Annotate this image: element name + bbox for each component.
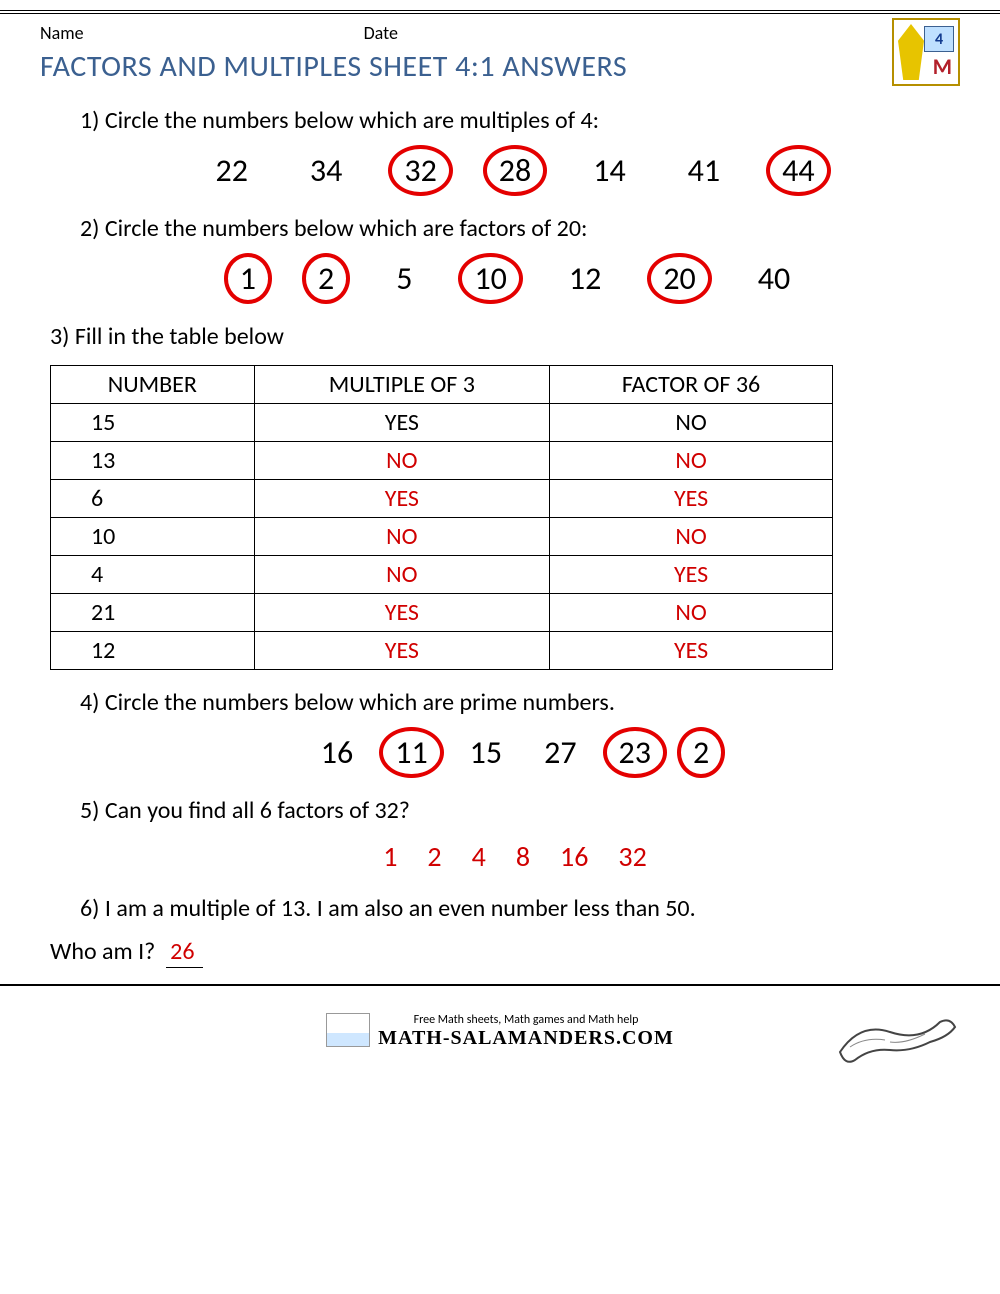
cell-factor36: NO bbox=[550, 404, 833, 442]
footer: Free Math sheets, Math games and Math he… bbox=[0, 984, 1000, 1092]
cell-multiple3: NO bbox=[254, 442, 549, 480]
q6-who: Who am I? 26 bbox=[50, 937, 950, 966]
cell-factor36: NO bbox=[550, 518, 833, 556]
factor-answer: 2 bbox=[427, 839, 441, 874]
number-item: 16 bbox=[313, 731, 361, 774]
footer-tagline: Free Math sheets, Math games and Math he… bbox=[378, 1013, 674, 1027]
cell-multiple3: YES bbox=[254, 632, 549, 670]
number-item: 23 bbox=[611, 731, 659, 774]
number-item: 14 bbox=[585, 149, 633, 192]
cell-number: 21 bbox=[51, 594, 255, 632]
table-row: 12YESYES bbox=[51, 632, 833, 670]
cell-number: 15 bbox=[51, 404, 255, 442]
date-label: Date bbox=[364, 22, 398, 44]
number-item: 2 bbox=[685, 731, 717, 774]
cell-multiple3: YES bbox=[254, 404, 549, 442]
number-item: 20 bbox=[655, 257, 703, 300]
q3-prompt: 3) Fill in the table below bbox=[50, 322, 950, 351]
salamander-icon bbox=[830, 992, 960, 1072]
cell-number: 4 bbox=[51, 556, 255, 594]
number-item: 34 bbox=[302, 149, 350, 192]
number-item: 44 bbox=[774, 149, 822, 192]
table-row: 10NONO bbox=[51, 518, 833, 556]
cell-factor36: YES bbox=[550, 556, 833, 594]
table-header: NUMBER bbox=[51, 366, 255, 404]
cell-number: 10 bbox=[51, 518, 255, 556]
cell-multiple3: YES bbox=[254, 480, 549, 518]
q6-answer: 26 bbox=[166, 937, 202, 968]
number-item: 12 bbox=[561, 257, 609, 300]
page-title: FACTORS AND MULTIPLES SHEET 4:1 ANSWERS bbox=[40, 48, 892, 85]
q4-numbers: 16 11 15 27 23 2 bbox=[80, 731, 950, 774]
table-header: MULTIPLE OF 3 bbox=[254, 366, 549, 404]
grade-number: 4 bbox=[924, 26, 954, 52]
number-item: 5 bbox=[388, 257, 420, 300]
number-item: 27 bbox=[536, 731, 584, 774]
number-item: 1 bbox=[232, 257, 264, 300]
grade-badge-icon: 4 M bbox=[892, 18, 960, 86]
factor-answer: 16 bbox=[560, 839, 588, 874]
cell-factor36: YES bbox=[550, 632, 833, 670]
cell-factor36: NO bbox=[550, 594, 833, 632]
q1-numbers: 22 34 32 28 14 41 44 bbox=[80, 149, 950, 192]
cell-number: 13 bbox=[51, 442, 255, 480]
cell-multiple3: NO bbox=[254, 518, 549, 556]
cell-multiple3: NO bbox=[254, 556, 549, 594]
cell-number: 6 bbox=[51, 480, 255, 518]
name-label: Name bbox=[40, 22, 84, 44]
number-item: 41 bbox=[680, 149, 728, 192]
number-item: 40 bbox=[750, 257, 798, 300]
cell-factor36: NO bbox=[550, 442, 833, 480]
cell-multiple3: YES bbox=[254, 594, 549, 632]
q4-prompt: 4) Circle the numbers below which are pr… bbox=[80, 688, 950, 717]
factor-answer: 1 bbox=[383, 839, 397, 874]
number-item: 2 bbox=[310, 257, 342, 300]
table-row: 13NONO bbox=[51, 442, 833, 480]
header-labels: Name Date bbox=[0, 14, 1000, 48]
q6-prompt: 6) I am a multiple of 13. I am also an e… bbox=[80, 894, 950, 923]
cell-factor36: YES bbox=[550, 480, 833, 518]
number-item: 32 bbox=[396, 149, 444, 192]
footer-logo-icon bbox=[326, 1013, 370, 1047]
number-item: 11 bbox=[387, 731, 435, 774]
number-item: 28 bbox=[491, 149, 539, 192]
who-label: Who am I? bbox=[50, 937, 155, 966]
number-item: 10 bbox=[466, 257, 514, 300]
table-row: 4NOYES bbox=[51, 556, 833, 594]
factor-answer: 4 bbox=[472, 839, 486, 874]
number-item: 22 bbox=[207, 149, 255, 192]
q5-prompt: 5) Can you find all 6 factors of 32? bbox=[80, 796, 950, 825]
q1-prompt: 1) Circle the numbers below which are mu… bbox=[80, 106, 950, 135]
factor-answer: 8 bbox=[516, 839, 530, 874]
factor-answer: 32 bbox=[618, 839, 646, 874]
q5-answers: 1248 16 32 bbox=[80, 839, 950, 874]
table-header: FACTOR OF 36 bbox=[550, 366, 833, 404]
table-row: 21YESNO bbox=[51, 594, 833, 632]
table-row: 6YESYES bbox=[51, 480, 833, 518]
table-row: 15YESNO bbox=[51, 404, 833, 442]
number-item: 15 bbox=[462, 731, 510, 774]
q2-prompt: 2) Circle the numbers below which are fa… bbox=[80, 214, 950, 243]
footer-brand: MATH-SALAMANDERS.COM bbox=[378, 1027, 674, 1050]
q2-numbers: 12510122040 bbox=[80, 257, 950, 300]
cell-number: 12 bbox=[51, 632, 255, 670]
q3-table: NUMBERMULTIPLE OF 3FACTOR OF 36 15YESNO1… bbox=[50, 365, 833, 670]
